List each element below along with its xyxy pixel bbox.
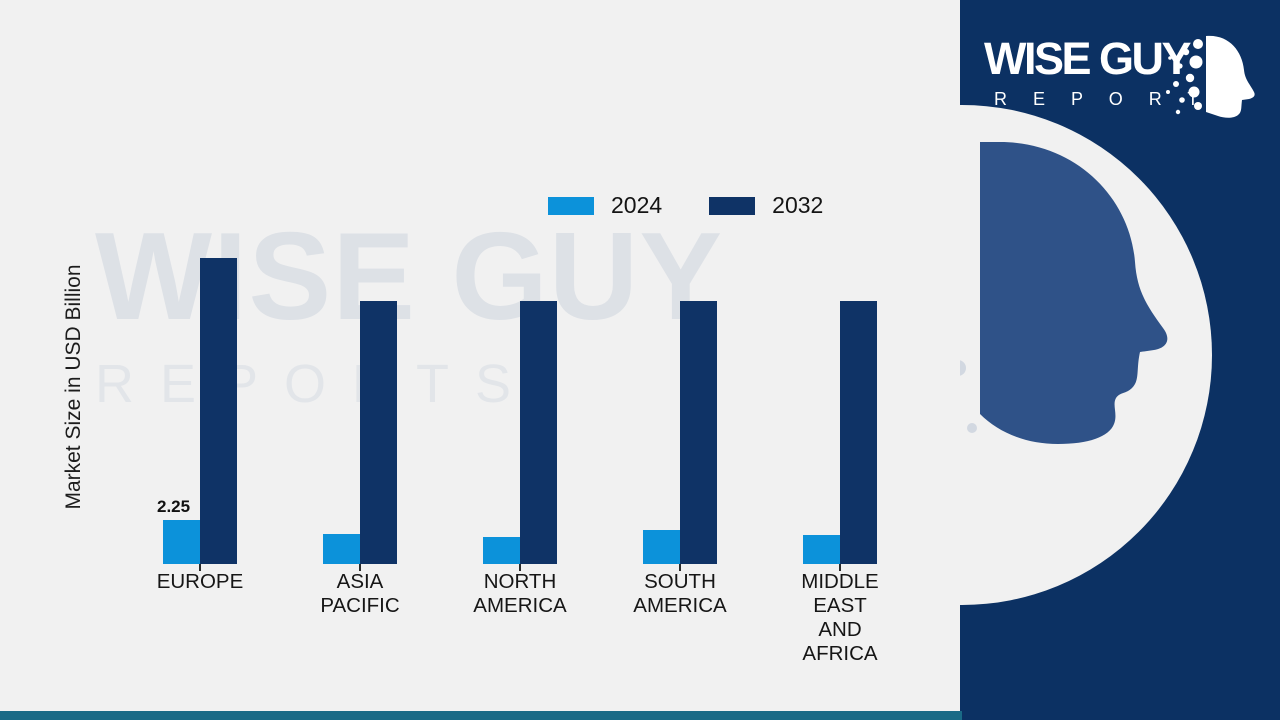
panel-head-silhouette-icon xyxy=(980,142,1168,444)
legend-label: 2032 xyxy=(772,192,824,218)
x-axis-category-label: NORTH AMERICA xyxy=(473,570,567,617)
legend-swatch-2024 xyxy=(548,196,594,215)
legend-swatch-2032 xyxy=(709,196,756,215)
plot-area: 2.25 EUROPE ASIA PACIFIC NORTH AMERICA SOUTH AM… xyxy=(120,240,920,665)
logo-head-icon xyxy=(1166,35,1255,118)
bar-group: ASIA PACIFIC xyxy=(280,240,440,617)
bar-group: SOUTH AMERICA xyxy=(600,240,760,617)
bar-2024[interactable] xyxy=(643,529,680,564)
bar-group: NORTH AMERICA xyxy=(440,240,600,617)
bar-2032[interactable] xyxy=(200,257,237,564)
x-axis-tick xyxy=(839,564,841,571)
x-axis-category-label: MIDDLE EAST AND AFRICA xyxy=(801,570,879,665)
bar-2024[interactable] xyxy=(803,534,840,564)
bar-2032[interactable] xyxy=(360,300,397,564)
bar-group: 2.25 EUROPE xyxy=(120,240,280,593)
bar-2032[interactable] xyxy=(520,300,557,564)
bar-2024[interactable]: 2.25 xyxy=(157,497,200,564)
x-axis-category-label: ASIA PACIFIC xyxy=(320,570,400,617)
bar-2024[interactable] xyxy=(483,536,520,564)
bar-2024[interactable] xyxy=(323,533,360,564)
logo-wordmark: WISE GUY xyxy=(984,33,1192,84)
x-axis-tick xyxy=(359,564,361,571)
legend-label: 2024 xyxy=(611,192,663,218)
x-axis-tick xyxy=(679,564,681,571)
bar-group: MIDDLE EAST AND AFRICA xyxy=(760,240,920,665)
legend-item-2024[interactable]: 2024 xyxy=(548,192,662,219)
bar-2032[interactable] xyxy=(840,300,877,564)
wiseguy-logo: WISE GUY R E P O R T S xyxy=(984,33,1255,118)
brand-panel xyxy=(960,0,1280,720)
bar-value-label: 2.25 xyxy=(157,496,191,516)
x-axis-tick xyxy=(519,564,521,571)
bar-2032[interactable] xyxy=(680,300,717,564)
bottom-accent-strip xyxy=(0,711,962,720)
x-axis-category-label: SOUTH AMERICA xyxy=(633,570,727,617)
legend-item-2032[interactable]: 2032 xyxy=(709,192,823,219)
x-axis-tick xyxy=(199,564,201,571)
logo-subtext: R E P O R T S xyxy=(994,89,1247,109)
x-axis-category-label: EUROPE xyxy=(156,570,244,593)
chart-legend: 2024 2032 xyxy=(548,192,823,219)
chart-container: Market Size in USD Billion 2024 2032 2.25… xyxy=(62,192,920,665)
y-axis-label: Market Size in USD Billion xyxy=(62,264,85,510)
panel-dot-cluster-decoration xyxy=(960,360,977,433)
